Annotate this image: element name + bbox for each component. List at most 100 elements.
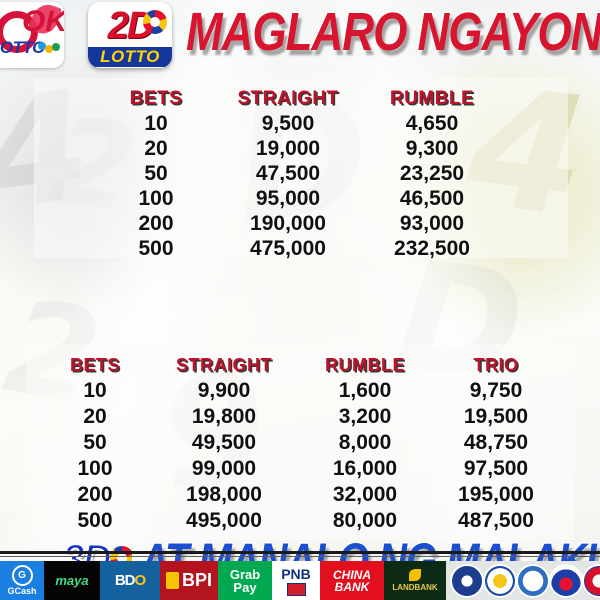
cell-rumble: 232,500 [394, 236, 470, 260]
table-row: 50 47,500 23,250 [104, 161, 496, 186]
agency-seals-group [446, 561, 600, 600]
cell-bets: 200 [77, 483, 113, 506]
logo-pnb[interactable]: PNB [272, 561, 320, 600]
footer-divider-thin [0, 556, 600, 557]
logo-bdo-label-accent: O [134, 572, 147, 589]
logo-chinabank-line1: CHINA [333, 567, 371, 582]
gcash-glyph-icon: G [11, 565, 33, 586]
logo-pnb-label: PNB [281, 565, 311, 582]
cell-trio: 97,500 [463, 457, 529, 480]
table-row: 50 49,500 8,000 48,750 [40, 430, 560, 456]
cell-rumble: 46,500 [399, 186, 465, 210]
ok-lotto-logo: OK LOTTO [0, 2, 64, 68]
cell-bets: 500 [77, 509, 113, 532]
column-header-bets: BETS [68, 353, 121, 377]
agency-seal-icon [518, 565, 548, 596]
cell-straight: 47,500 [255, 161, 321, 185]
column-header-bets: BETS [128, 86, 184, 111]
cell-rumble: 4,650 [405, 111, 459, 135]
cell-straight: 475,000 [250, 236, 326, 260]
agency-seal-icon [452, 565, 482, 596]
logo-chinabank[interactable]: CHINA BANK [320, 561, 384, 600]
cell-straight: 95,000 [255, 186, 321, 210]
table-row: 200 198,000 32,000 195,000 [40, 482, 560, 508]
logo-bdo[interactable]: BD O [100, 561, 160, 600]
payout-table-2d: BETS STRAIGHT RUMBLE 10 9,500 4,650 20 1… [104, 86, 496, 261]
logo-bpi[interactable]: BPI [160, 561, 218, 600]
agency-seal-icon [551, 565, 581, 596]
table-row: 10 9,500 4,650 [104, 111, 496, 136]
table-header-row: BETS STRAIGHT RUMBLE [104, 86, 496, 111]
footer-divider [0, 551, 600, 554]
cell-rumble: 23,250 [399, 161, 465, 185]
ok-ring-icon [0, 11, 38, 53]
logo-landbank-label: LANDBANK [392, 583, 438, 592]
logo-gcash-label: GCash [7, 586, 37, 596]
column-header-straight: STRAIGHT [236, 86, 340, 111]
table-row: 500 495,000 80,000 487,500 [40, 508, 560, 534]
cell-bets: 10 [83, 379, 107, 402]
table-row: 200 190,000 93,000 [104, 211, 496, 236]
cell-trio: 19,500 [463, 405, 529, 428]
header-band-3d: 3D LOTTO AT MANALO NG MALAKI! [0, 266, 600, 596]
cell-rumble: 9,300 [405, 136, 459, 160]
logo-landbank[interactable]: LANDBANK [384, 561, 446, 600]
cell-rumble: 80,000 [332, 509, 398, 532]
badge-2d-lotto: 2D LOTTO [88, 2, 172, 68]
badge-2d-word: LOTTO [88, 46, 172, 67]
cell-straight: 198,000 [186, 483, 262, 506]
cell-trio: 487,500 [458, 509, 534, 532]
column-header-trio: TRIO [472, 353, 520, 377]
cell-bets: 20 [83, 405, 107, 428]
ok-mark: OK [22, 5, 64, 38]
cell-rumble: 16,000 [332, 457, 398, 480]
cell-straight: 9,900 [197, 379, 251, 402]
cell-rumble: 8,000 [338, 431, 392, 454]
agency-seal-icon [485, 565, 515, 596]
logo-maya[interactable]: maya [44, 561, 100, 600]
pnb-mark-icon [286, 582, 306, 596]
logo-gcash[interactable]: G GCash [0, 561, 44, 600]
cell-straight: 495,000 [186, 509, 262, 532]
cell-trio: 195,000 [458, 483, 534, 506]
headline-primary: MAGLARO NGAYON [185, 1, 600, 64]
column-header-rumble: RUMBLE [323, 353, 406, 377]
table-row: 20 19,000 9,300 [104, 136, 496, 161]
column-header-rumble: RUMBLE [388, 86, 475, 111]
logo-grabpay[interactable]: Grab Pay [218, 561, 272, 600]
cell-bets: 50 [83, 431, 107, 454]
logo-chinabank-line2: BANK [334, 579, 370, 594]
cell-straight: 190,000 [250, 211, 326, 235]
cell-rumble: 1,600 [338, 379, 392, 402]
logo-bdo-label: BD [114, 572, 136, 589]
panel-3d [26, 344, 574, 540]
cell-bets: 10 [144, 111, 168, 135]
cell-trio: 9,750 [469, 379, 523, 402]
logo-grabpay-line1: Grab [229, 566, 261, 582]
bpi-crown-icon [165, 572, 179, 589]
header-band-2d: OK LOTTO 2D LOTTO MAGLARO NGAYON [0, 0, 600, 70]
cell-bets: 200 [138, 211, 174, 235]
logo-maya-label: maya [55, 573, 89, 588]
cell-trio: 48,750 [463, 431, 529, 454]
cell-straight: 9,500 [261, 111, 315, 135]
ok-logo-word: LOTTO [0, 38, 45, 57]
logo-bpi-label: BPI [181, 570, 212, 590]
cell-straight: 49,500 [191, 431, 257, 454]
payment-partners-bar: G GCash maya BD O BPI Grab Pay PNB CHINA … [0, 561, 600, 600]
agency-seal-icon [584, 565, 600, 596]
cell-straight: 19,000 [255, 136, 321, 160]
cell-straight: 99,000 [191, 457, 257, 480]
cell-straight: 19,800 [191, 405, 257, 428]
cell-bets: 100 [138, 186, 174, 210]
cell-bets: 100 [77, 457, 113, 480]
column-header-straight: STRAIGHT [174, 353, 273, 377]
payout-table-3d: BETS STRAIGHT RUMBLE TRIO 10 9,900 1,600… [40, 352, 560, 534]
landbank-leaf-icon [409, 569, 421, 581]
panel-2d [34, 78, 568, 258]
table-row: 100 99,000 16,000 97,500 [40, 456, 560, 482]
cell-rumble: 3,200 [338, 405, 392, 428]
table-header-row: BETS STRAIGHT RUMBLE TRIO [40, 352, 560, 378]
cell-rumble: 32,000 [332, 483, 398, 506]
